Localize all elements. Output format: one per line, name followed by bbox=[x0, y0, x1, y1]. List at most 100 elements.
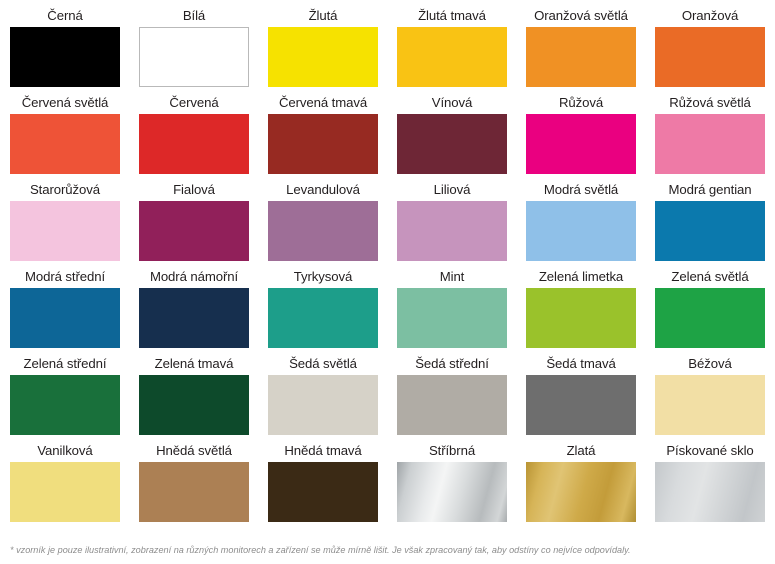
color-swatch-chip[interactable] bbox=[655, 288, 765, 348]
color-swatch-chip[interactable] bbox=[397, 201, 507, 261]
color-swatch-chip[interactable] bbox=[655, 462, 765, 522]
color-swatch[interactable]: Zelená světlá bbox=[655, 266, 765, 353]
color-swatch-chip[interactable] bbox=[397, 288, 507, 348]
color-swatch[interactable]: Modrá gentian bbox=[655, 179, 765, 266]
color-swatch-label: Tyrkysová bbox=[293, 269, 353, 284]
color-swatch-chip[interactable] bbox=[397, 375, 507, 435]
color-swatch[interactable]: Růžová světlá bbox=[655, 92, 765, 179]
color-swatch-label: Hnědá světlá bbox=[156, 443, 232, 458]
color-swatch-label: Černá bbox=[47, 8, 83, 23]
color-swatch[interactable]: Bílá bbox=[139, 5, 249, 92]
color-swatch-label: Bílá bbox=[182, 8, 206, 23]
color-swatch-chip[interactable] bbox=[526, 27, 636, 87]
color-swatch-label: Mint bbox=[439, 269, 465, 284]
color-swatch-chip[interactable] bbox=[526, 375, 636, 435]
color-swatch-label: Modrá námořní bbox=[149, 269, 239, 284]
color-swatch-chip[interactable] bbox=[655, 114, 765, 174]
color-swatch[interactable]: Modrá střední bbox=[10, 266, 120, 353]
color-swatch-label: Zelená limetka bbox=[538, 269, 624, 284]
color-swatch[interactable]: Vanilková bbox=[10, 440, 120, 527]
color-swatch-label: Stříbrná bbox=[428, 443, 476, 458]
color-swatch[interactable]: Červená bbox=[139, 92, 249, 179]
color-swatch[interactable]: Béžová bbox=[655, 353, 765, 440]
color-swatch[interactable]: Černá bbox=[10, 5, 120, 92]
color-swatch-chip[interactable] bbox=[655, 201, 765, 261]
color-swatch-label: Šedá střední bbox=[415, 356, 489, 371]
color-swatch[interactable]: Žlutá bbox=[268, 5, 378, 92]
color-swatch-chip[interactable] bbox=[268, 462, 378, 522]
color-swatch[interactable]: Hnědá tmavá bbox=[268, 440, 378, 527]
color-swatch-label: Zelená tmavá bbox=[154, 356, 234, 371]
color-swatch-chip[interactable] bbox=[10, 201, 120, 261]
color-swatch[interactable]: Fialová bbox=[139, 179, 249, 266]
color-swatch[interactable]: Pískované sklo bbox=[655, 440, 765, 527]
color-swatch[interactable]: Starorůžová bbox=[10, 179, 120, 266]
color-swatch-label: Modrá světlá bbox=[543, 182, 619, 197]
color-swatch-chip[interactable] bbox=[397, 114, 507, 174]
color-swatch[interactable]: Mint bbox=[397, 266, 507, 353]
color-swatch-chip[interactable] bbox=[268, 114, 378, 174]
color-swatch-chip[interactable] bbox=[10, 288, 120, 348]
color-swatch[interactable]: Zelená limetka bbox=[526, 266, 636, 353]
color-swatch-label: Žlutá tmavá bbox=[418, 8, 486, 23]
color-swatch-chip[interactable] bbox=[10, 27, 120, 87]
color-swatch-label: Růžová bbox=[558, 95, 604, 110]
color-swatch-chip[interactable] bbox=[10, 375, 120, 435]
color-swatch[interactable]: Zelená střední bbox=[10, 353, 120, 440]
color-swatch-chip[interactable] bbox=[655, 375, 765, 435]
color-swatch-label: Vanilková bbox=[37, 443, 93, 458]
color-swatch-label: Růžová světlá bbox=[669, 95, 751, 110]
color-swatch-label: Béžová bbox=[688, 356, 732, 371]
color-swatch-label: Oranžová bbox=[681, 8, 739, 23]
color-swatch-chip[interactable] bbox=[10, 114, 120, 174]
color-swatch-label: Levandulová bbox=[286, 182, 360, 197]
color-swatch-chip[interactable] bbox=[139, 201, 249, 261]
color-swatch-chip[interactable] bbox=[526, 114, 636, 174]
color-swatch[interactable]: Červená tmavá bbox=[268, 92, 378, 179]
color-swatch[interactable]: Tyrkysová bbox=[268, 266, 378, 353]
footnote-text: * vzorník je pouze ilustrativní, zobraze… bbox=[10, 545, 631, 555]
color-swatch-chip[interactable] bbox=[139, 114, 249, 174]
color-swatch[interactable]: Zelená tmavá bbox=[139, 353, 249, 440]
color-swatch-label: Fialová bbox=[173, 182, 215, 197]
color-swatch-label: Zlatá bbox=[566, 443, 596, 458]
color-swatch-chip[interactable] bbox=[10, 462, 120, 522]
color-swatch[interactable]: Oranžová bbox=[655, 5, 765, 92]
color-swatch-chip[interactable] bbox=[268, 201, 378, 261]
color-swatch[interactable]: Červená světlá bbox=[10, 92, 120, 179]
color-swatch-label: Liliová bbox=[433, 182, 471, 197]
color-swatch-chip[interactable] bbox=[139, 375, 249, 435]
color-swatch-label: Červená tmavá bbox=[278, 95, 368, 110]
color-swatch-chip[interactable] bbox=[139, 288, 249, 348]
color-swatch[interactable]: Šedá tmavá bbox=[526, 353, 636, 440]
color-swatch[interactable]: Liliová bbox=[397, 179, 507, 266]
color-swatch[interactable]: Levandulová bbox=[268, 179, 378, 266]
color-swatch-label: Žlutá bbox=[308, 8, 338, 23]
color-swatch[interactable]: Modrá světlá bbox=[526, 179, 636, 266]
color-swatch-grid: Černá Bílá Žlutá Žlutá tmavá Oranžová světlá… bbox=[10, 5, 765, 527]
color-swatch-chip[interactable] bbox=[397, 27, 507, 87]
color-swatch-chip[interactable] bbox=[139, 462, 249, 522]
color-swatch-chip[interactable] bbox=[139, 27, 249, 87]
color-swatch[interactable]: Stříbrná bbox=[397, 440, 507, 527]
color-swatch-label: Zelená střední bbox=[23, 356, 107, 371]
color-swatch-chip[interactable] bbox=[526, 201, 636, 261]
color-swatch[interactable]: Vínová bbox=[397, 92, 507, 179]
color-swatch-chip[interactable] bbox=[397, 462, 507, 522]
color-swatch-chip[interactable] bbox=[655, 27, 765, 87]
color-swatch[interactable]: Šedá střední bbox=[397, 353, 507, 440]
color-swatch-chip[interactable] bbox=[268, 288, 378, 348]
color-swatch-chip[interactable] bbox=[268, 27, 378, 87]
color-swatch[interactable]: Modrá námořní bbox=[139, 266, 249, 353]
color-swatch-chip[interactable] bbox=[526, 288, 636, 348]
color-swatch[interactable]: Oranžová světlá bbox=[526, 5, 636, 92]
color-swatch-chip[interactable] bbox=[526, 462, 636, 522]
color-swatch-chip[interactable] bbox=[268, 375, 378, 435]
color-swatch[interactable]: Hnědá světlá bbox=[139, 440, 249, 527]
color-swatch-label: Modrá gentian bbox=[668, 182, 752, 197]
color-swatch[interactable]: Zlatá bbox=[526, 440, 636, 527]
color-swatch[interactable]: Šedá světlá bbox=[268, 353, 378, 440]
color-swatch[interactable]: Růžová bbox=[526, 92, 636, 179]
color-swatch[interactable]: Žlutá tmavá bbox=[397, 5, 507, 92]
